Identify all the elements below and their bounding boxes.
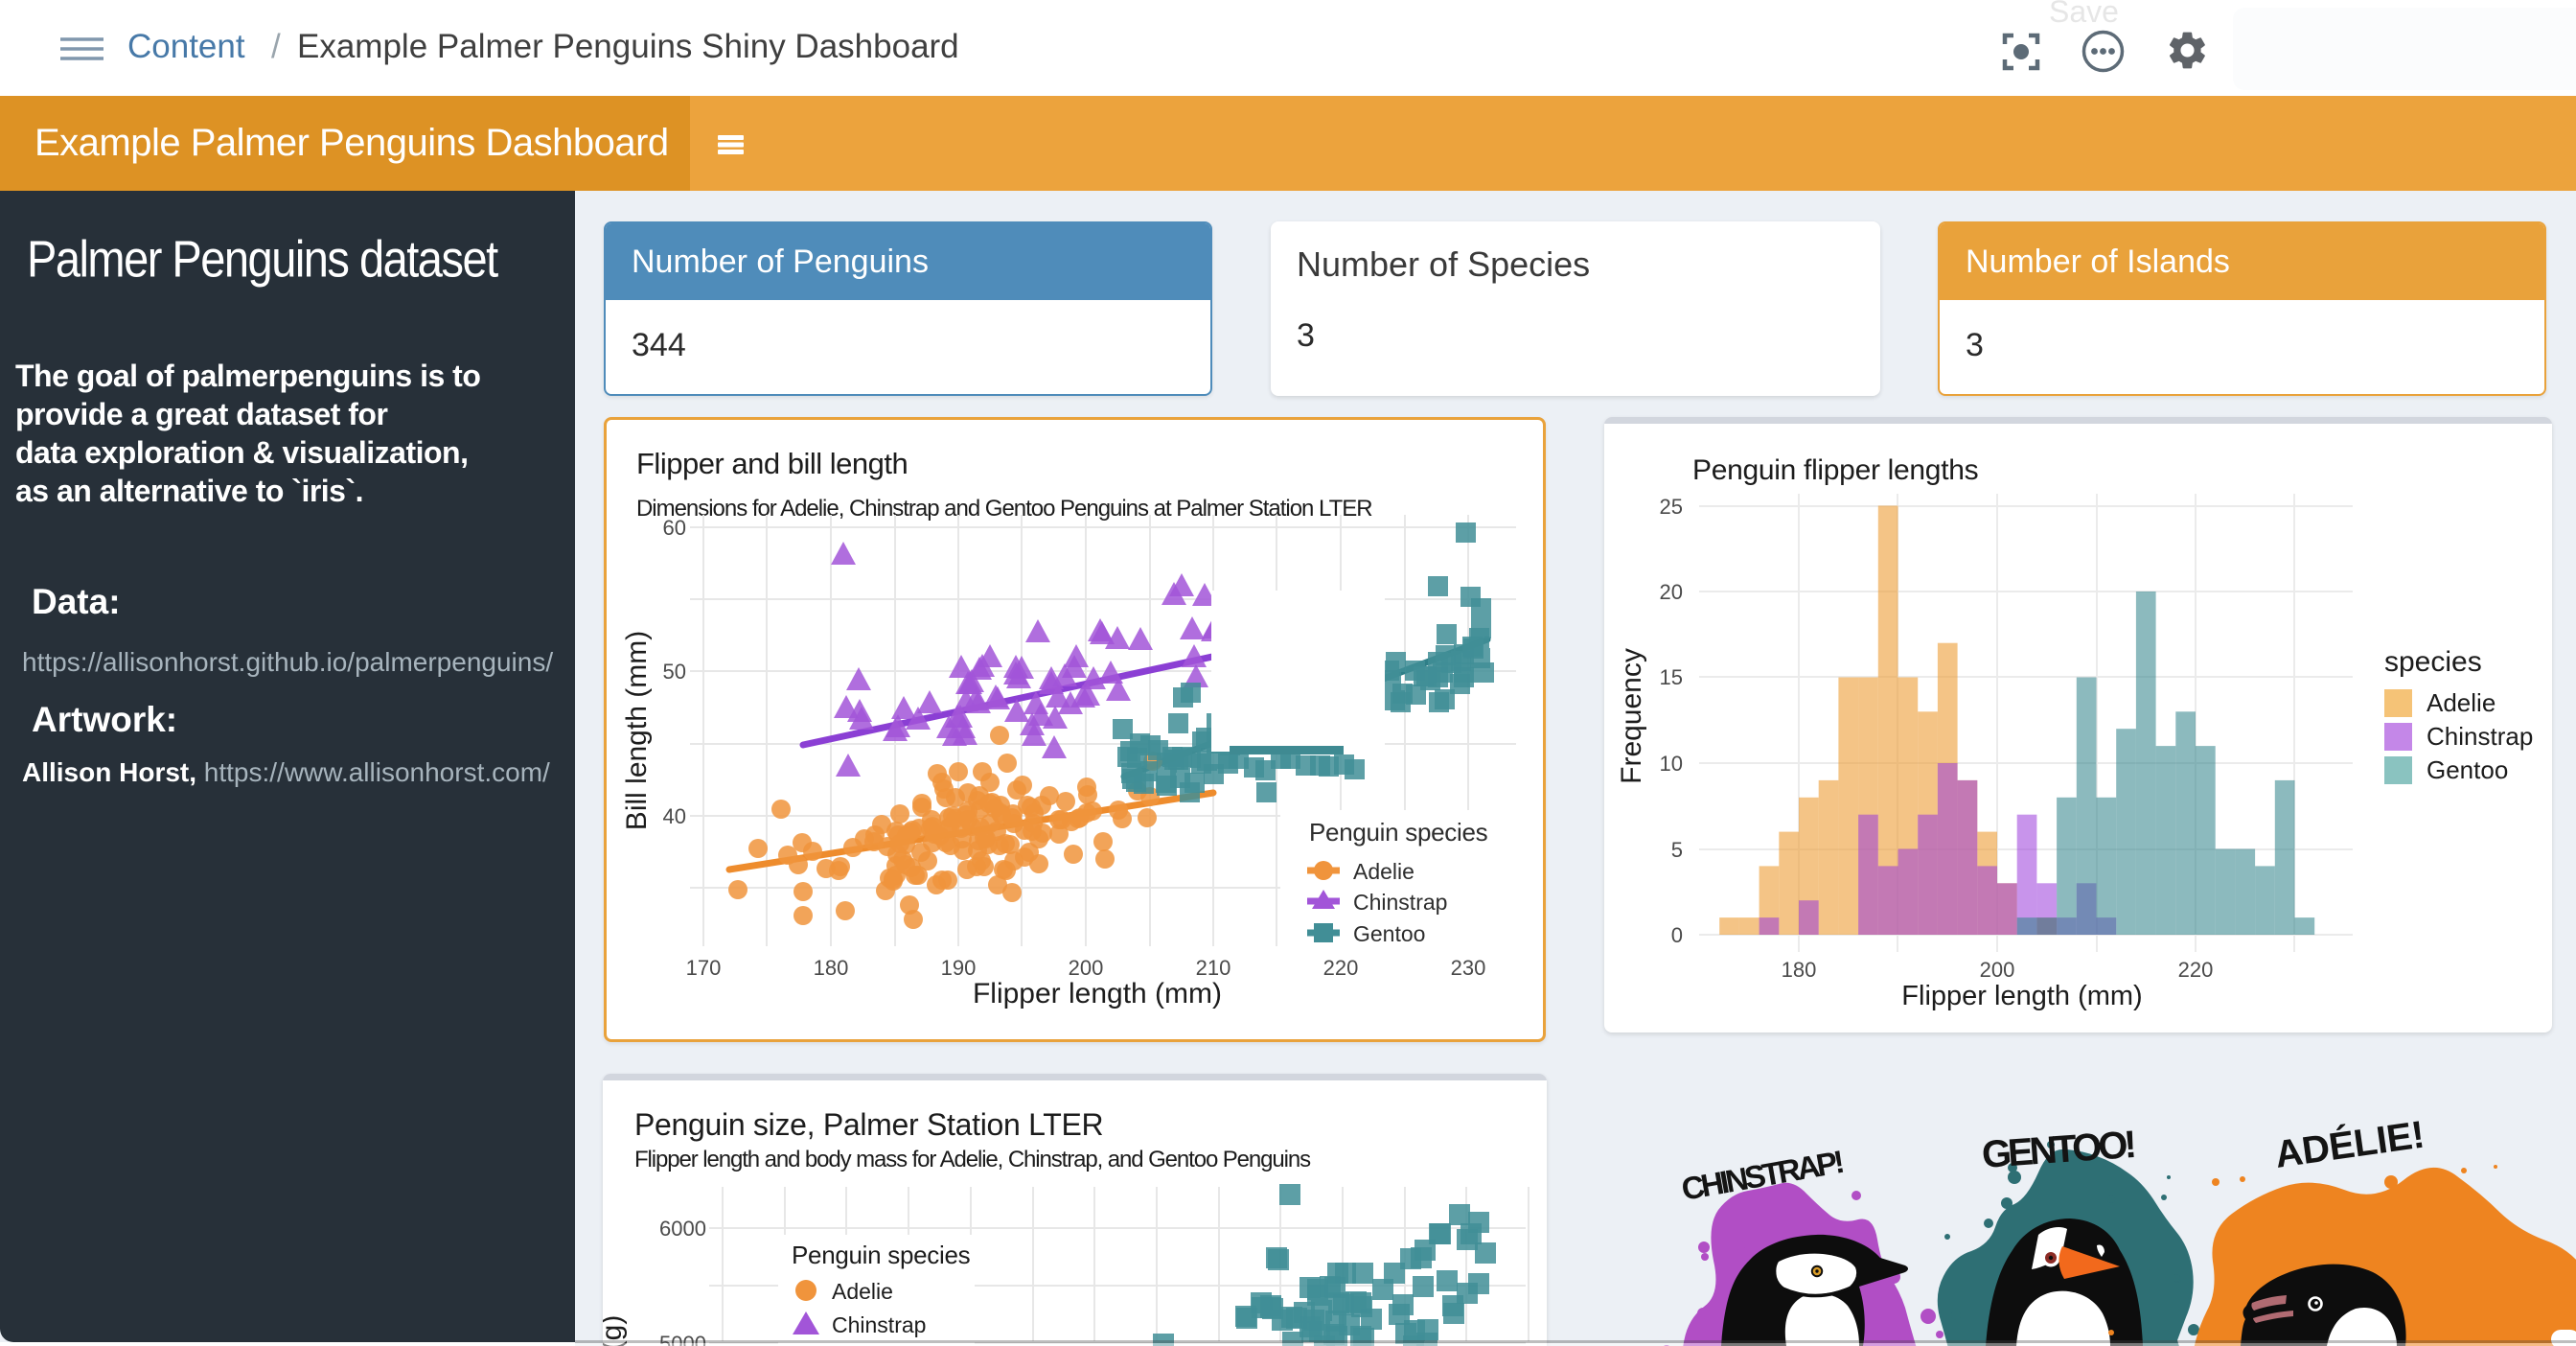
svg-text:180: 180 [814, 956, 849, 980]
svg-text:Frequency: Frequency [1616, 648, 1647, 784]
svg-text:Bill length (mm): Bill length (mm) [621, 631, 653, 830]
svg-text:190: 190 [941, 956, 977, 980]
svg-text:5: 5 [1671, 838, 1683, 862]
svg-text:(g): (g) [603, 1315, 628, 1346]
svg-text:230: 230 [1451, 956, 1486, 980]
svg-text:15: 15 [1660, 665, 1683, 689]
svg-text:Penguin species: Penguin species [792, 1241, 971, 1269]
svg-text:10: 10 [1660, 752, 1683, 776]
svg-text:Penguin species: Penguin species [1309, 818, 1488, 847]
svg-text:Chinstrap: Chinstrap [2426, 722, 2533, 751]
svg-text:0: 0 [1671, 923, 1683, 947]
svg-text:Adelie: Adelie [832, 1279, 893, 1304]
svg-text:220: 220 [1323, 956, 1359, 980]
svg-text:6000: 6000 [659, 1217, 706, 1241]
svg-text:Penguin flipper lengths: Penguin flipper lengths [1692, 454, 1978, 486]
svg-text:Gentoo: Gentoo [1353, 921, 1425, 946]
svg-text:25: 25 [1660, 495, 1683, 519]
svg-text:5000: 5000 [659, 1332, 706, 1346]
svg-text:200: 200 [1069, 956, 1104, 980]
svg-text:ADÉLIE!: ADÉLIE! [2272, 1113, 2426, 1176]
svg-text:species: species [2384, 646, 2482, 678]
svg-text:Flipper length (mm): Flipper length (mm) [973, 978, 1222, 1010]
svg-text:Flipper length and body mass f: Flipper length and body mass for Adelie,… [634, 1147, 1311, 1172]
svg-text:180: 180 [1782, 958, 1817, 982]
svg-text:20: 20 [1660, 580, 1683, 604]
svg-text:Adelie: Adelie [1353, 859, 1414, 884]
svg-text:Penguin size, Palmer Station L: Penguin size, Palmer Station LTER [634, 1107, 1103, 1142]
svg-text:Chinstrap: Chinstrap [1353, 890, 1447, 915]
svg-text:Adelie: Adelie [2426, 688, 2496, 717]
svg-text:40: 40 [663, 804, 686, 828]
svg-text:Dimensions for Adelie, Chinstr: Dimensions for Adelie, Chinstrap and Gen… [636, 496, 1372, 522]
svg-text:170: 170 [686, 956, 722, 980]
svg-text:200: 200 [1980, 958, 2015, 982]
svg-text:Gentoo: Gentoo [2426, 755, 2508, 784]
svg-text:60: 60 [663, 516, 686, 540]
svg-text:Chinstrap: Chinstrap [832, 1312, 926, 1337]
svg-text:50: 50 [663, 660, 686, 684]
svg-text:220: 220 [2178, 958, 2214, 982]
svg-text:Flipper length (mm): Flipper length (mm) [1901, 981, 2142, 1011]
svg-text:210: 210 [1196, 956, 1231, 980]
svg-text:Flipper and bill length: Flipper and bill length [636, 447, 908, 480]
